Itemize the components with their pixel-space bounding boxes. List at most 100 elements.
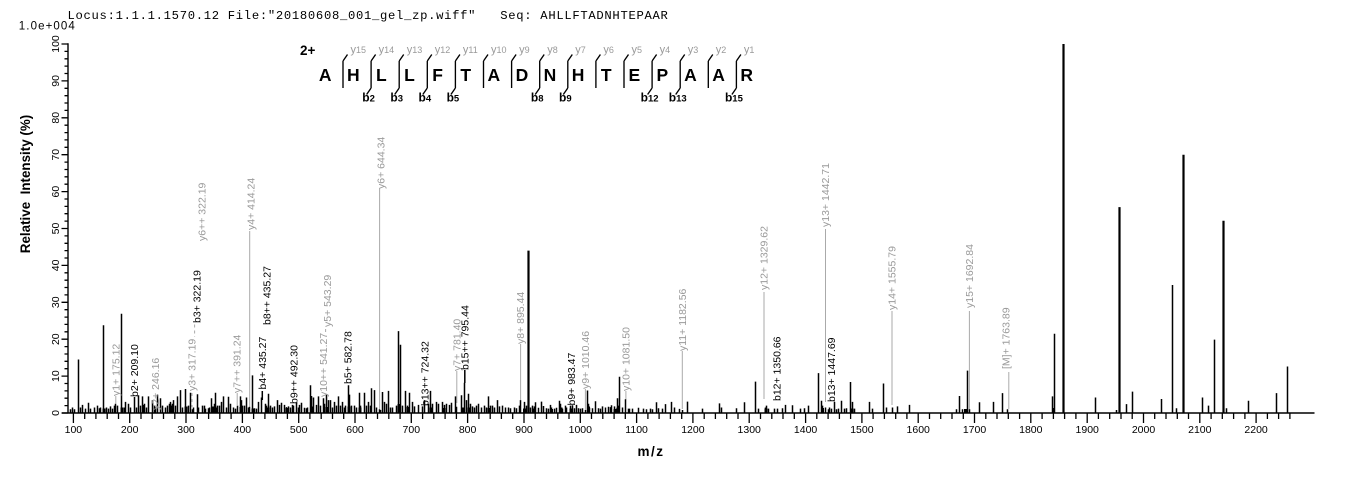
svg-text:300: 300 — [177, 424, 195, 436]
svg-text:H: H — [572, 65, 585, 85]
svg-text:1300: 1300 — [738, 424, 762, 436]
svg-text:50: 50 — [50, 223, 62, 235]
svg-text:1900: 1900 — [1076, 424, 1100, 436]
svg-text:y2+ 246.16: y2+ 246.16 — [150, 358, 162, 410]
svg-text:b3: b3 — [390, 91, 403, 105]
svg-text:y10+ 1081.50: y10+ 1081.50 — [620, 327, 632, 391]
svg-text:A: A — [712, 65, 725, 85]
svg-text:2200: 2200 — [1244, 424, 1268, 436]
svg-text:Relative Intensity (%): Relative Intensity (%) — [18, 115, 33, 253]
svg-text:100: 100 — [65, 424, 83, 436]
svg-text:200: 200 — [121, 424, 139, 436]
svg-text:70: 70 — [50, 149, 62, 161]
svg-text:E: E — [628, 65, 640, 85]
svg-text:1000: 1000 — [569, 424, 593, 436]
svg-text:m/z: m/z — [637, 444, 664, 459]
svg-text:y1+ 175.12: y1+ 175.12 — [110, 344, 122, 396]
svg-text:b4: b4 — [418, 91, 431, 105]
svg-text:40: 40 — [50, 259, 62, 271]
svg-text:1600: 1600 — [907, 424, 931, 436]
svg-text:400: 400 — [234, 424, 252, 436]
svg-text:900: 900 — [515, 424, 533, 436]
svg-text:100: 100 — [50, 35, 62, 53]
svg-text:b12: b12 — [641, 91, 659, 105]
svg-text:P: P — [657, 65, 669, 85]
svg-text:Locus:1.1.1.1570.12 File:"2018: Locus:1.1.1.1570.12 File:"20180608_001_g… — [68, 9, 669, 23]
svg-text:b13++ 724.32: b13++ 724.32 — [419, 341, 431, 406]
svg-text:y4: y4 — [660, 44, 671, 56]
svg-text:b2: b2 — [362, 91, 375, 105]
svg-text:y13+ 1442.71: y13+ 1442.71 — [820, 163, 832, 227]
svg-text:y9: y9 — [519, 44, 530, 56]
svg-text:y15: y15 — [351, 44, 367, 56]
svg-text:y12: y12 — [435, 44, 451, 56]
svg-text:10: 10 — [50, 370, 62, 382]
svg-text:1500: 1500 — [850, 424, 874, 436]
svg-text:1100: 1100 — [625, 424, 648, 436]
svg-text:R: R — [740, 65, 753, 85]
svg-text:b8++ 435.27: b8++ 435.27 — [262, 266, 274, 325]
svg-text:b12+ 1350.66: b12+ 1350.66 — [772, 336, 784, 401]
svg-text:y8+ 895.44: y8+ 895.44 — [515, 292, 527, 344]
svg-text:1400: 1400 — [794, 424, 818, 436]
svg-text:L: L — [376, 65, 387, 85]
svg-text:b8: b8 — [531, 91, 544, 105]
svg-text:y14+ 1555.79: y14+ 1555.79 — [887, 246, 899, 310]
svg-text:N: N — [544, 65, 557, 85]
svg-text:b9+ 983.47: b9+ 983.47 — [566, 352, 578, 405]
svg-text:y10++ 541.27: y10++ 541.27 — [318, 333, 330, 397]
svg-text:A: A — [684, 65, 697, 85]
svg-text:800: 800 — [459, 424, 477, 436]
svg-text:y10: y10 — [491, 44, 507, 56]
svg-text:y2: y2 — [716, 44, 727, 56]
svg-text:A: A — [319, 65, 332, 85]
svg-text:b4+ 435.27: b4+ 435.27 — [257, 336, 269, 389]
svg-text:30: 30 — [50, 296, 62, 308]
svg-text:y14: y14 — [379, 44, 395, 56]
svg-text:90: 90 — [50, 75, 62, 87]
svg-text:2000: 2000 — [1132, 424, 1156, 436]
svg-text:y4+ 414.24: y4+ 414.24 — [246, 178, 258, 230]
svg-text:T: T — [601, 65, 612, 85]
svg-text:y3: y3 — [688, 44, 699, 56]
svg-text:L: L — [404, 65, 415, 85]
svg-text:60: 60 — [50, 186, 62, 198]
svg-text:b15: b15 — [725, 91, 744, 105]
svg-text:y5: y5 — [632, 44, 643, 56]
svg-text:1.0e+004: 1.0e+004 — [19, 21, 76, 33]
svg-text:b3+ 322.19: b3+ 322.19 — [192, 270, 204, 323]
svg-text:600: 600 — [346, 424, 364, 436]
svg-text:F: F — [432, 65, 443, 85]
svg-text:y6++ 322.19: y6++ 322.19 — [197, 182, 209, 241]
svg-text:y8: y8 — [547, 44, 558, 56]
svg-text:1200: 1200 — [681, 424, 705, 436]
svg-text:T: T — [460, 65, 471, 85]
svg-text:y15+ 1692.84: y15+ 1692.84 — [964, 244, 976, 308]
svg-text:b13+ 1447.69: b13+ 1447.69 — [826, 337, 838, 402]
svg-text:b15++ 795.44: b15++ 795.44 — [459, 305, 471, 370]
svg-text:y13: y13 — [407, 44, 423, 56]
svg-text:y7+ 781.40: y7+ 781.40 — [451, 319, 463, 371]
svg-text:b2+ 209.10: b2+ 209.10 — [129, 344, 141, 397]
svg-text:20: 20 — [50, 333, 62, 345]
svg-text:y12+ 1329.62: y12+ 1329.62 — [759, 226, 771, 290]
svg-text:y9+ 1010.46: y9+ 1010.46 — [580, 331, 592, 389]
svg-text:y7: y7 — [575, 44, 586, 56]
svg-text:2100: 2100 — [1188, 424, 1212, 436]
svg-text:A: A — [487, 65, 500, 85]
svg-text:b5+ 582.78: b5+ 582.78 — [343, 331, 355, 384]
svg-text:y11+ 1182.56: y11+ 1182.56 — [677, 288, 689, 351]
svg-text:y6: y6 — [603, 44, 614, 56]
svg-text:y7++ 391.24: y7++ 391.24 — [232, 334, 244, 393]
svg-text:1800: 1800 — [1019, 424, 1043, 436]
svg-text:b9++ 492.30: b9++ 492.30 — [288, 345, 300, 404]
svg-text:y3+ 317.19: y3+ 317.19 — [187, 339, 199, 391]
svg-text:b9: b9 — [559, 91, 572, 105]
svg-text:0: 0 — [50, 410, 62, 416]
svg-text:1700: 1700 — [963, 424, 987, 436]
svg-text:y1: y1 — [744, 44, 755, 56]
svg-text:80: 80 — [50, 112, 62, 124]
svg-text:2+: 2+ — [300, 43, 316, 58]
svg-text:500: 500 — [290, 424, 308, 436]
svg-text:b13: b13 — [669, 91, 687, 105]
